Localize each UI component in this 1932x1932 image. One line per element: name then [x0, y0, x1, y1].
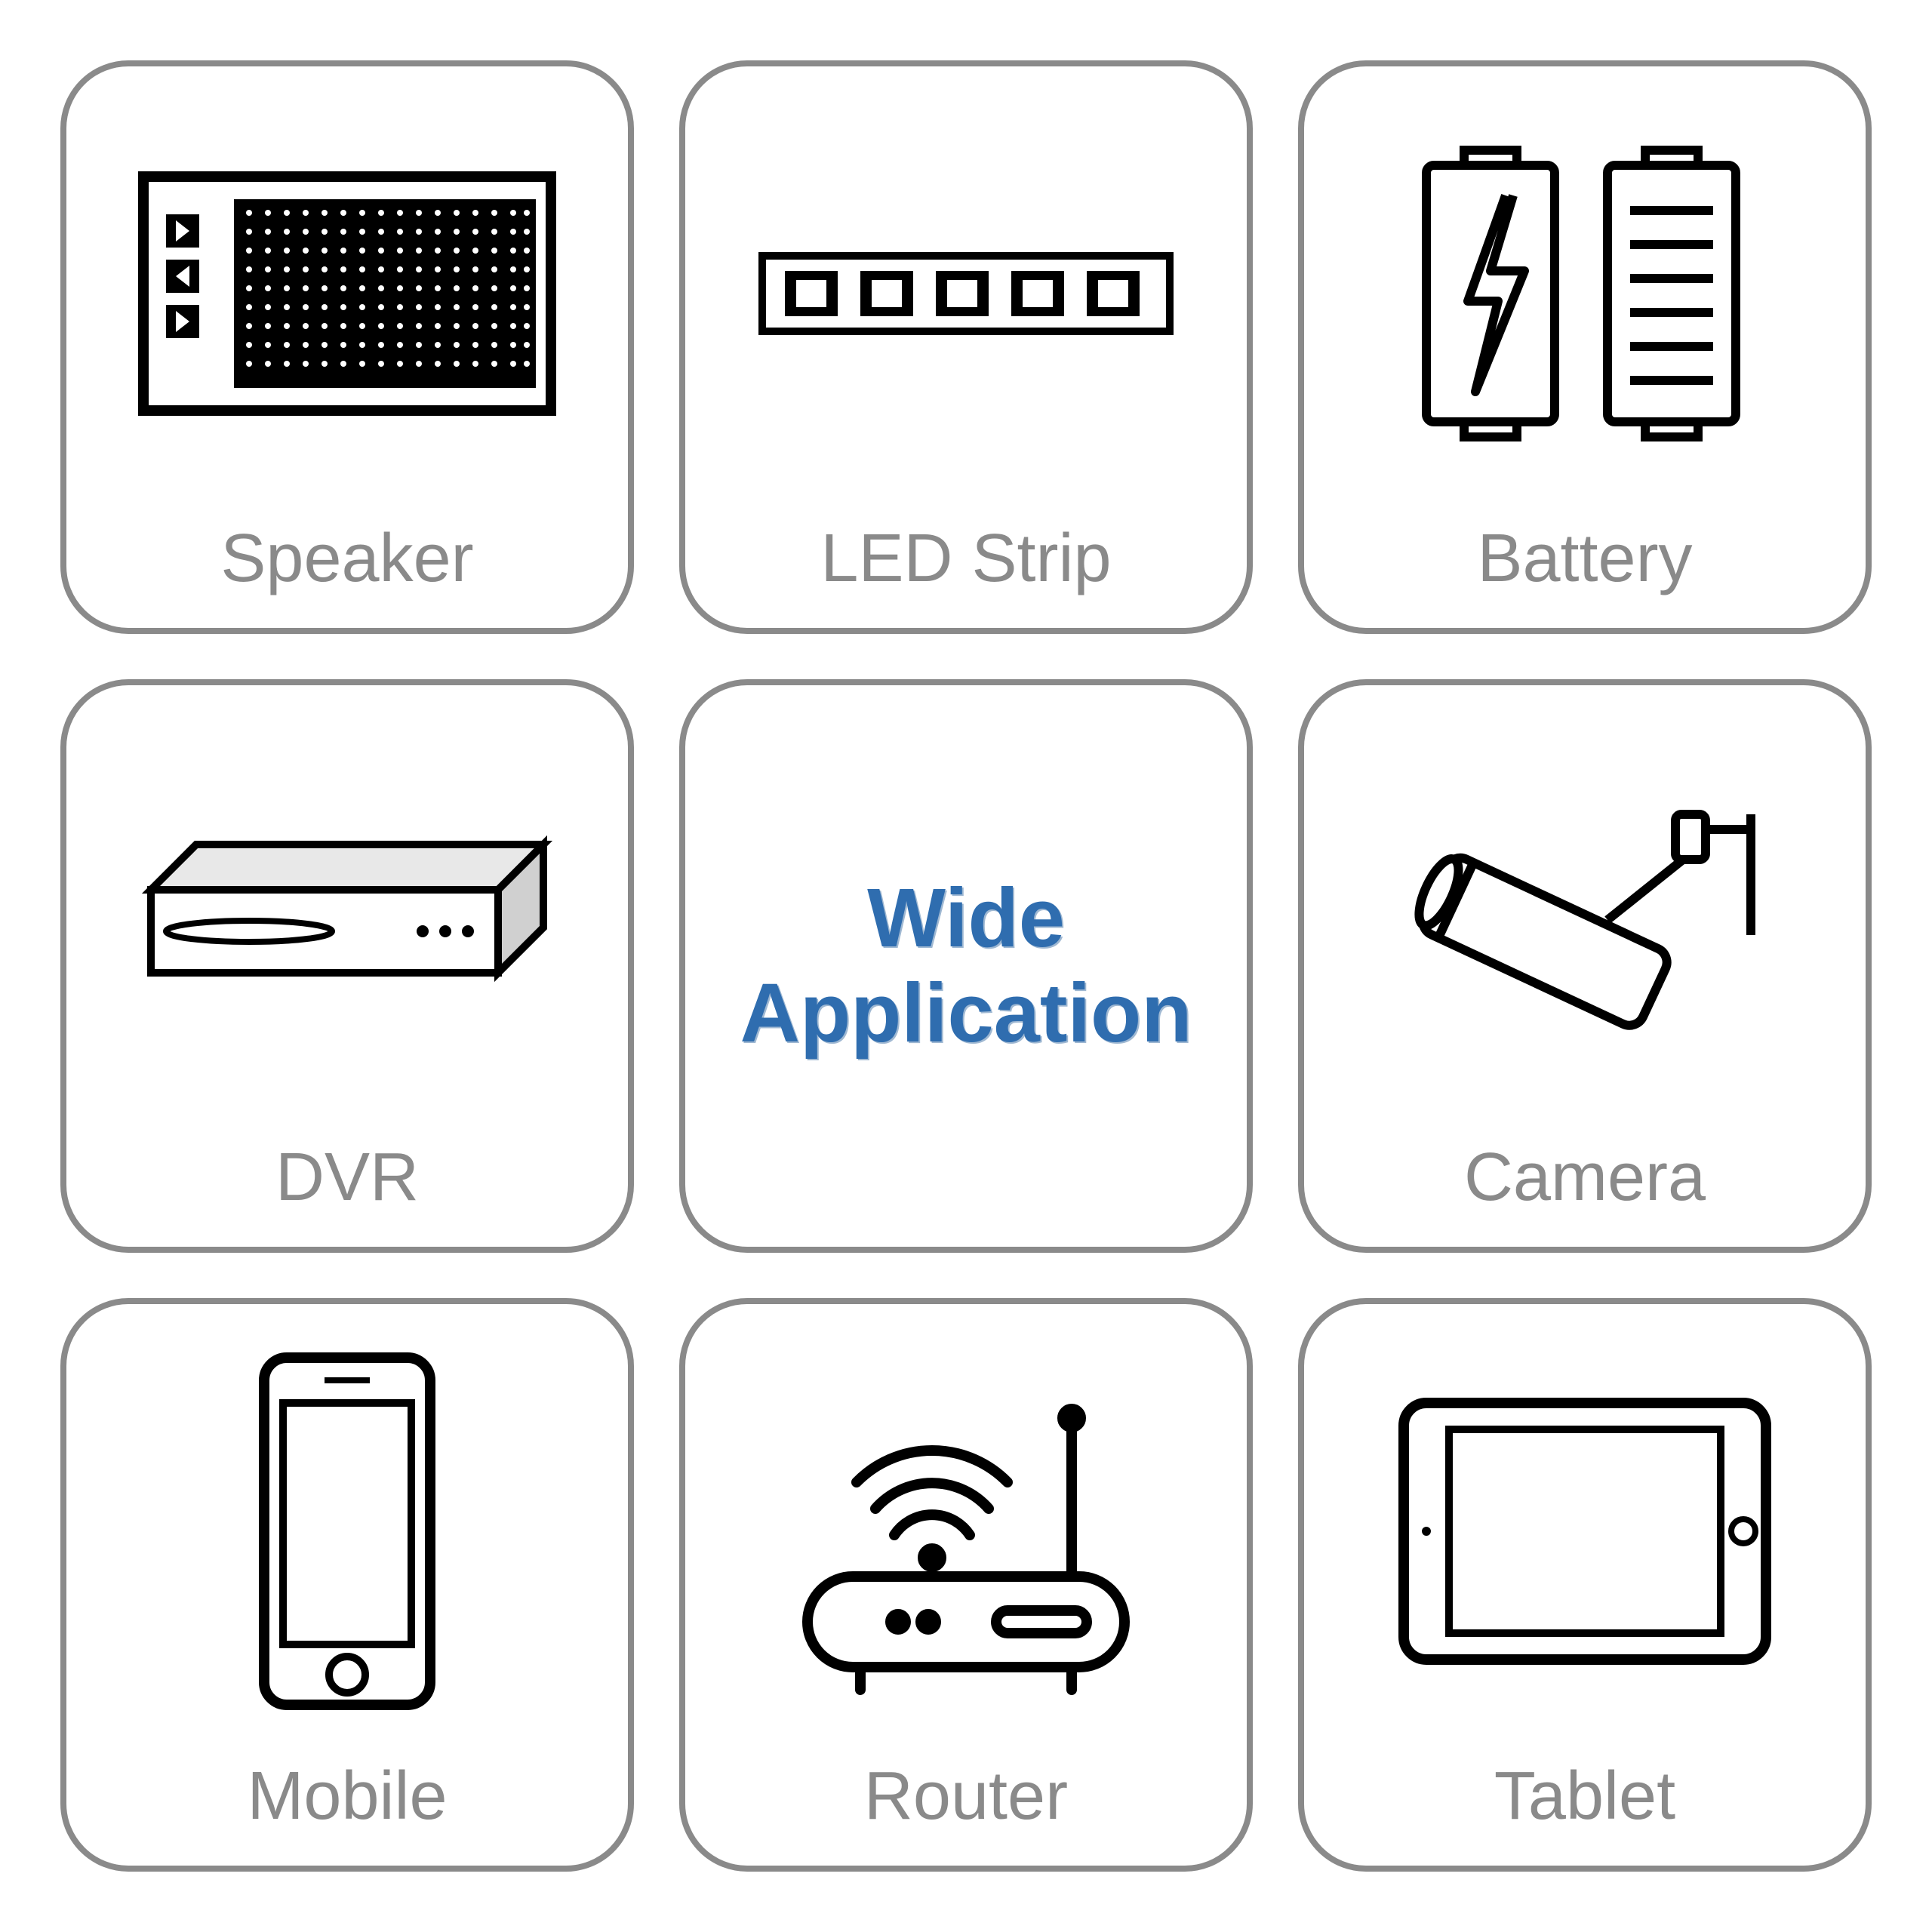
tablet-icon [1304, 1304, 1866, 1758]
tile-camera: Camera [1298, 679, 1872, 1253]
led-strip-label: LED Strip [820, 520, 1111, 598]
center-line2: Application [740, 967, 1192, 1060]
mobile-label: Mobile [247, 1758, 447, 1835]
dvr-icon [66, 685, 628, 1139]
tile-speaker: Speaker [60, 60, 634, 634]
router-icon [685, 1304, 1247, 1758]
battery-label: Battery [1477, 520, 1692, 598]
center-line1: Wide [867, 872, 1065, 964]
application-grid: Speaker [0, 0, 1932, 1932]
tile-tablet: Tablet [1298, 1298, 1872, 1872]
tile-dvr: DVR [60, 679, 634, 1253]
battery-icon [1304, 66, 1866, 520]
speaker-label: Speaker [220, 520, 473, 598]
tile-router: Router [679, 1298, 1253, 1872]
camera-icon [1304, 685, 1866, 1139]
tablet-label: Tablet [1494, 1758, 1675, 1835]
led-strip-icon [685, 66, 1247, 520]
tile-led-strip: LED Strip [679, 60, 1253, 634]
speaker-icon [66, 66, 628, 520]
router-label: Router [864, 1758, 1068, 1835]
center-title: Wide Application [740, 871, 1192, 1062]
tile-battery: Battery [1298, 60, 1872, 634]
camera-label: Camera [1464, 1139, 1706, 1217]
tile-center: Wide Application [679, 679, 1253, 1253]
mobile-icon [66, 1304, 628, 1758]
tile-mobile: Mobile [60, 1298, 634, 1872]
dvr-label: DVR [275, 1139, 419, 1217]
